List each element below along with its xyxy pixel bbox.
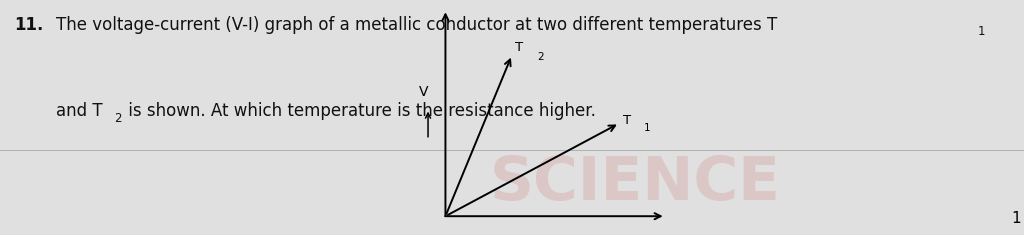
- Text: The voltage-current (V-I) graph of a metallic conductor at two different tempera: The voltage-current (V-I) graph of a met…: [56, 16, 777, 35]
- Text: and T: and T: [56, 102, 103, 120]
- Text: 2: 2: [538, 52, 544, 62]
- Text: SCIENCE: SCIENCE: [489, 154, 780, 213]
- Text: 1: 1: [1012, 211, 1021, 226]
- Text: V: V: [419, 85, 428, 99]
- Text: 1: 1: [644, 123, 650, 133]
- Text: T: T: [515, 41, 523, 54]
- Text: 2: 2: [114, 112, 121, 125]
- Text: is shown. At which temperature is the resistance higher.: is shown. At which temperature is the re…: [123, 102, 596, 120]
- Text: T: T: [623, 114, 631, 127]
- Text: 11.: 11.: [14, 16, 44, 35]
- Text: 1: 1: [978, 25, 985, 38]
